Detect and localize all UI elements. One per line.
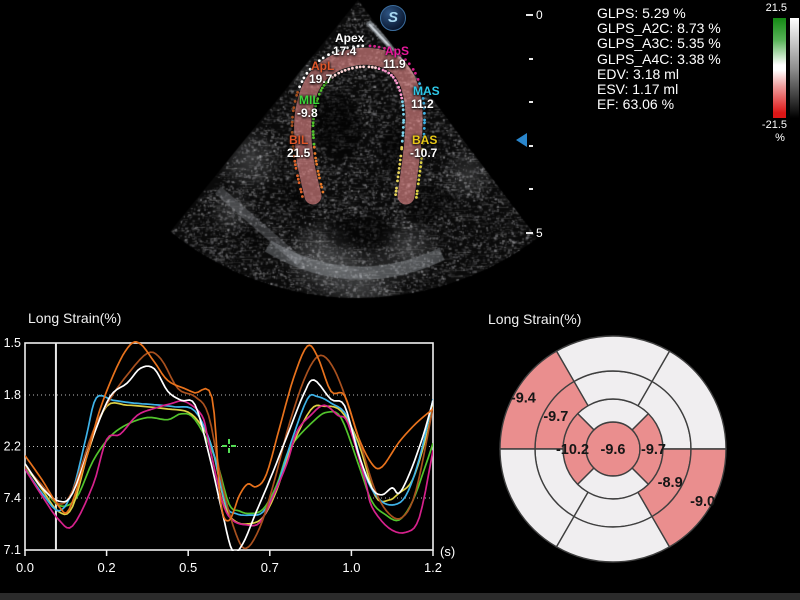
depth-scale: 0 5 [516, 0, 556, 260]
bullseye-title: Long Strain(%) [488, 311, 581, 327]
measurement-line-glps_a3c: GLPS_A3C: 5.35 % [597, 36, 721, 51]
measurement-line-glps_a4c: GLPS_A4C: 3.38 % [597, 52, 721, 67]
measurement-line-esv: ESV: 1.17 ml [597, 82, 721, 97]
measurement-line-glps_a2c: GLPS_A2C: 8.73 % [597, 21, 721, 36]
measurements-panel: GLPS: 5.29 % GLPS_A2C: 8.73 % GLPS_A3C: 5.… [597, 6, 721, 112]
strain-colorbar-gradient [773, 18, 786, 118]
depth-label-top: 0 [536, 8, 543, 22]
colorbar-max-label: 21.5 [750, 2, 787, 14]
gray-colorbar-gradient [790, 18, 799, 118]
depth-label-bottom: 5 [536, 226, 543, 240]
depth-tick [529, 145, 533, 147]
depth-tick [526, 14, 533, 16]
colorbar-unit-label: % [772, 132, 788, 144]
depth-tick [529, 58, 533, 60]
vendor-logo-icon: S [380, 5, 406, 31]
measurement-line-ef: EF: 63.06 % [597, 97, 721, 112]
measurement-line-glps: GLPS: 5.29 % [597, 6, 721, 21]
bottom-bar [0, 593, 800, 600]
depth-tick [526, 232, 533, 234]
strain-colorbar: 21.5 -21.5 % [750, 0, 800, 150]
colorbar-min-label: -21.5 [750, 119, 787, 131]
focus-marker-icon[interactable] [516, 133, 527, 147]
strain-analysis-screen: 0.0 0.2 0.5 0.7 1.0 1.2 (s) 1.5 1.8 2.2 7.4 7.1 -9.6… [0, 0, 800, 600]
depth-tick [529, 188, 533, 190]
depth-tick [529, 101, 533, 103]
measurement-line-edv: EDV: 3.18 ml [597, 67, 721, 82]
strain-chart-title: Long Strain(%) [28, 310, 121, 326]
